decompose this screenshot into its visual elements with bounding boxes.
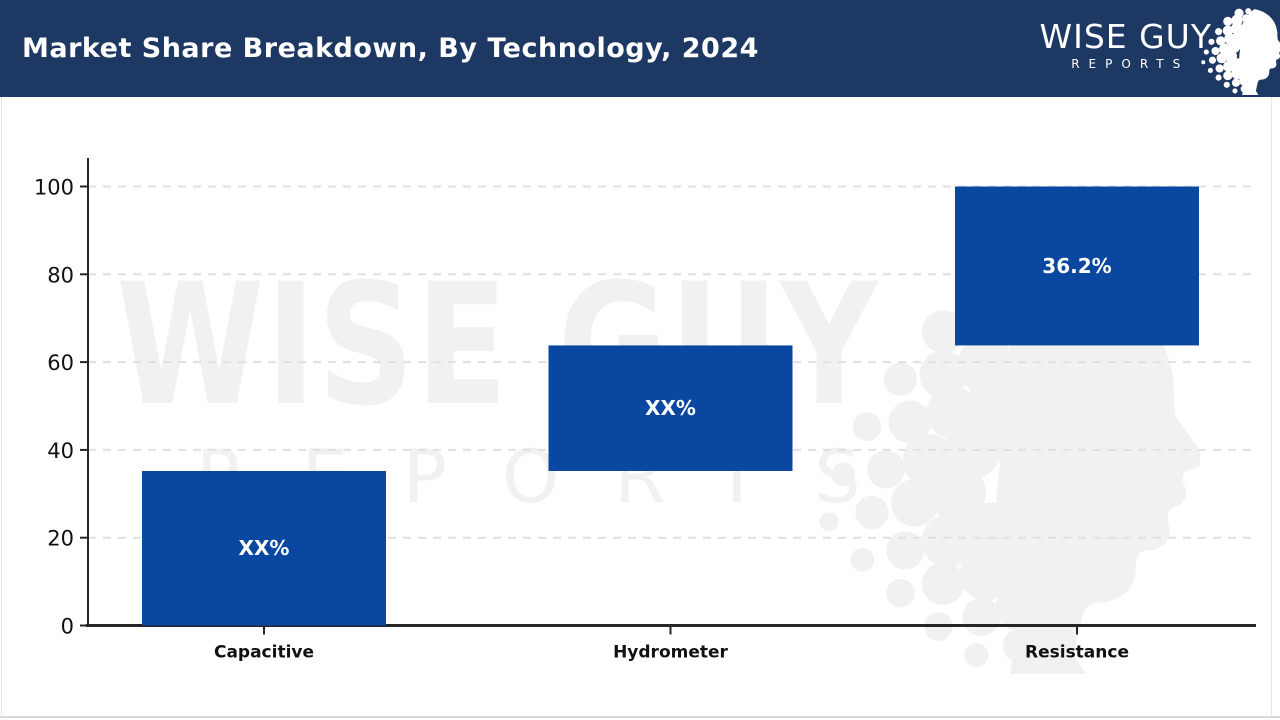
y-tick-label: 0 bbox=[61, 615, 74, 639]
y-tick-label: 20 bbox=[47, 527, 74, 551]
bottom-divider bbox=[0, 716, 1280, 718]
y-tick-label: 80 bbox=[47, 263, 74, 287]
y-tick-label: 40 bbox=[47, 439, 74, 463]
header: Market Share Breakdown, By Technology, 2… bbox=[0, 0, 1280, 97]
logo-face-icon bbox=[1201, 8, 1280, 95]
chart-area: WISE GUY REPORTS 0 20 40 60 80 100 Capacitive H… bbox=[0, 97, 1280, 720]
bar-resistance bbox=[955, 186, 1199, 346]
logo-subtext: REPORTS bbox=[1071, 56, 1190, 71]
bar-hydrometer bbox=[548, 345, 793, 471]
x-tick-label: Capacitive bbox=[214, 643, 314, 663]
x-tick-label: Hydrometer bbox=[613, 643, 728, 663]
brand-logo: WISE GUY REPORTS bbox=[1030, 0, 1280, 97]
bar-value-label: XX% bbox=[239, 536, 290, 560]
y-tick-label: 60 bbox=[47, 351, 74, 375]
y-tick-label: 100 bbox=[34, 176, 74, 200]
bar-value-label: XX% bbox=[645, 396, 696, 420]
x-tick-label: Resistance bbox=[1025, 643, 1129, 663]
waterfall-chart: 0 20 40 60 80 100 Capacitive Hydrometer Resistan… bbox=[34, 158, 1256, 663]
bar-capacitive bbox=[142, 470, 386, 626]
bar-value-label: 36.2% bbox=[1042, 254, 1111, 278]
page-title: Market Share Breakdown, By Technology, 2… bbox=[22, 33, 759, 64]
logo-wordmark: WISE GUY bbox=[1039, 17, 1212, 56]
logo-text: WISE GUY REPORTS bbox=[1039, 17, 1212, 71]
